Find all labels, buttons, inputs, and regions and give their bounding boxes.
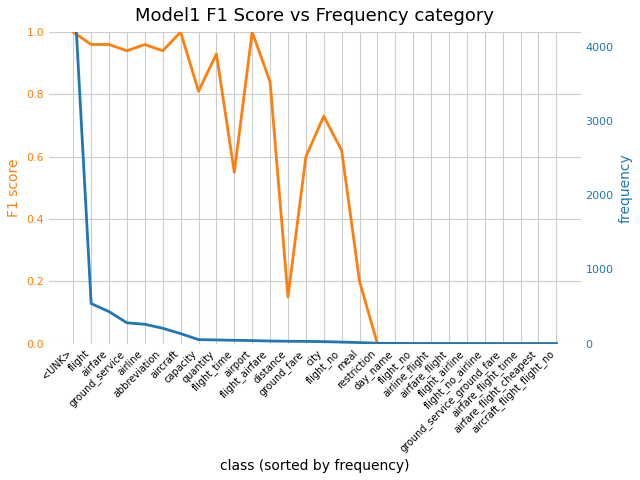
Y-axis label: F1 score: F1 score [7,158,21,217]
Title: Model1 F1 Score vs Frequency category: Model1 F1 Score vs Frequency category [135,7,494,25]
Y-axis label: frequency: frequency [619,153,633,223]
X-axis label: class (sorted by frequency): class (sorted by frequency) [220,459,410,473]
